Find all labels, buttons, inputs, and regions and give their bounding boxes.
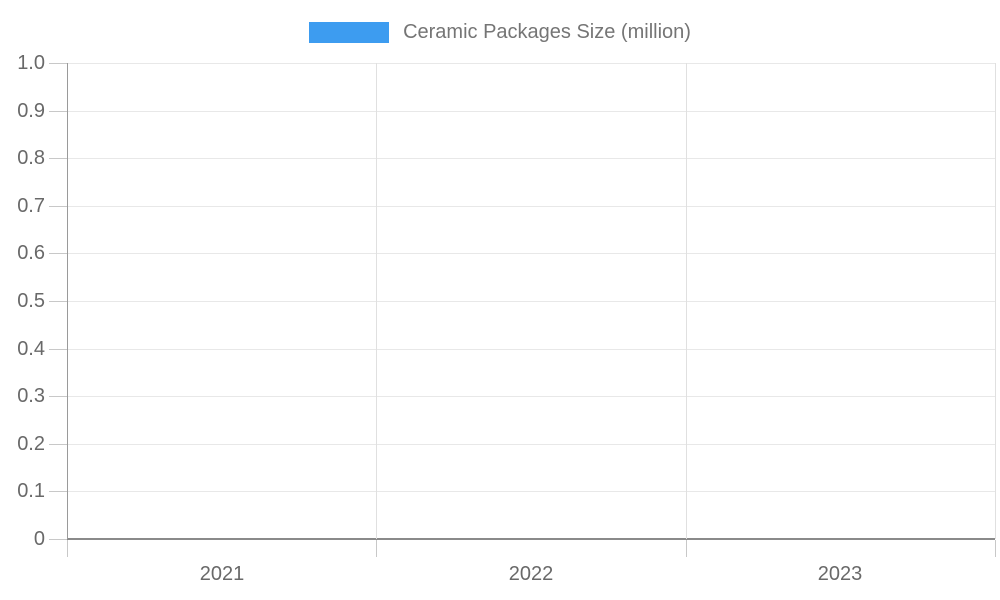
y-gridline [67,253,995,254]
y-axis-tick [49,206,67,207]
y-axis-label: 1.0 [17,52,45,74]
x-axis-label: 2023 [817,563,863,585]
y-axis-label: 0.7 [17,195,45,217]
x-axis-tick [686,540,687,557]
y-axis-tick [49,63,67,64]
y-axis-tick [49,444,67,445]
y-axis-label: 0.2 [17,433,45,455]
y-axis-label: 0.9 [17,100,45,122]
y-gridline [67,349,995,350]
y-axis-tick [49,491,67,492]
x-axis-baseline [67,538,995,540]
y-axis-label: 0.5 [17,290,45,312]
x-axis-tick [376,540,377,557]
x-gridline [686,63,687,539]
x-axis-label: 2022 [508,563,554,585]
y-axis-label: 0.8 [17,147,45,169]
y-gridline [67,396,995,397]
y-axis-tick [49,539,67,540]
y-axis-label: 0.6 [17,242,45,264]
y-gridline [67,444,995,445]
y-axis-tick [49,349,67,350]
y-gridline [67,63,995,64]
x-gridline [995,63,996,539]
x-axis-tick [995,540,996,557]
y-axis-label: 0 [33,528,45,550]
y-axis-tick [49,158,67,159]
chart-legend: Ceramic Packages Size (million) [0,20,1000,44]
y-gridline [67,206,995,207]
x-gridline [376,63,377,539]
y-axis-label: 0.3 [17,385,45,407]
legend-color-swatch [309,21,390,43]
x-axis-label: 2021 [199,563,245,585]
y-gridline [67,491,995,492]
y-gridline [67,301,995,302]
y-gridline [67,111,995,112]
y-axis-label: 0.1 [17,480,45,502]
y-axis-tick [49,253,67,254]
y-gridline [67,158,995,159]
x-axis-tick [67,540,68,557]
y-axis-tick [49,396,67,397]
y-axis-tick [49,111,67,112]
legend-item-ceramic-packages[interactable]: Ceramic Packages Size (million) [309,20,691,44]
legend-label: Ceramic Packages Size (million) [403,21,691,43]
y-axis-label: 0.4 [17,338,45,360]
y-axis-tick [49,301,67,302]
y-axis-line [67,63,68,539]
